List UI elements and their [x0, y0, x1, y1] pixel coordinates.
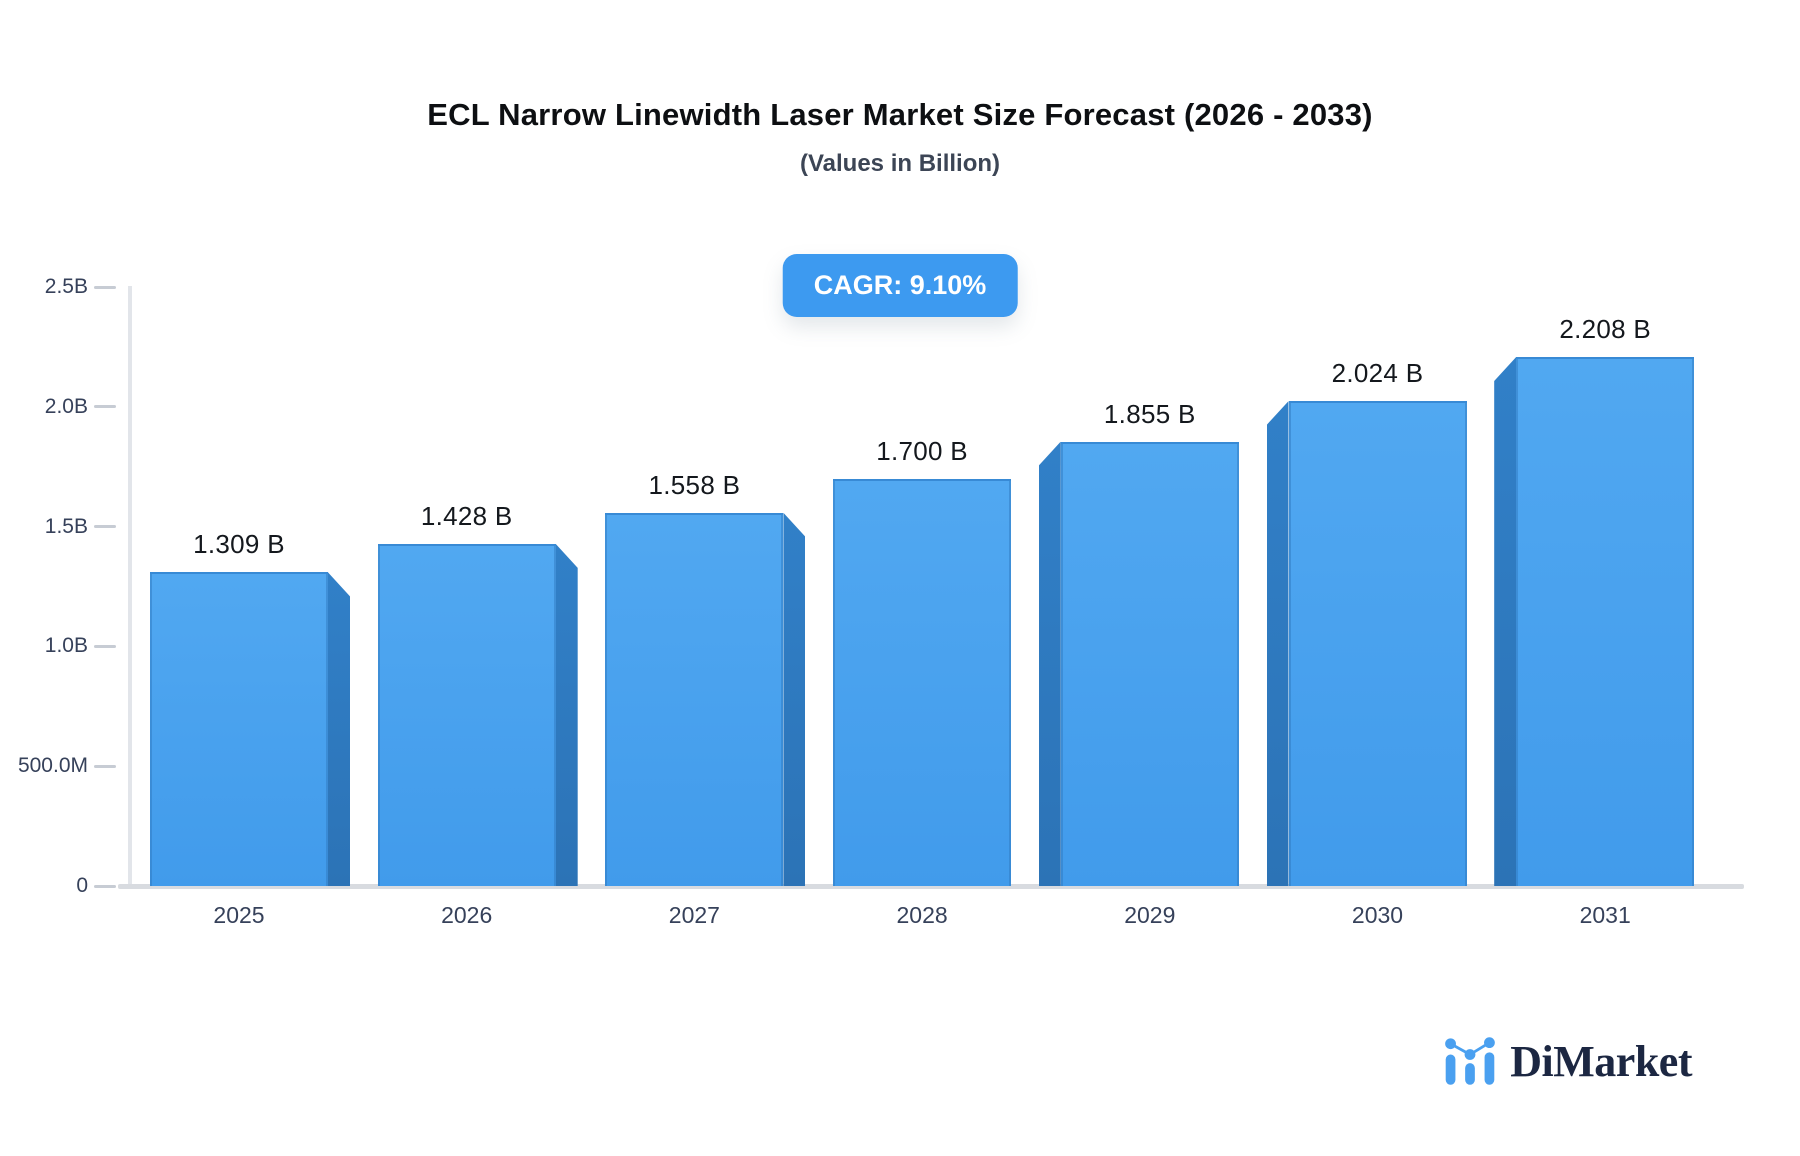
- bar-value-label-2030: 2.024 B: [1331, 358, 1424, 389]
- bar-2029: [1060, 441, 1239, 886]
- bar-2030-side-face: [1266, 401, 1289, 886]
- y-axis-tick-label: 0: [76, 874, 88, 897]
- y-axis-tick-label: 2.5B: [44, 275, 88, 298]
- bar-value-label-2028: 1.700 B: [876, 435, 968, 466]
- y-axis-line: [128, 286, 132, 887]
- bar-value-label-2025: 1.309 B: [193, 529, 285, 560]
- bar-value-label-2026: 1.428 B: [420, 500, 513, 531]
- bar-2027-side-face: [783, 512, 806, 886]
- bar-value-label-2027: 1.558 B: [648, 469, 741, 500]
- y-axis-tick-mark: [94, 285, 116, 289]
- y-axis-tick-mark: [94, 644, 116, 648]
- bar-value-label-2031: 2.208 B: [1559, 313, 1652, 344]
- bar-2030: [1288, 401, 1467, 886]
- bar-2027: [605, 512, 784, 886]
- bar-2025-side-face: [328, 572, 350, 886]
- bar-2028: [833, 478, 1012, 886]
- dimarket-logo-text: DiMarket: [1510, 1036, 1692, 1086]
- x-axis-label-2026: 2026: [441, 902, 493, 928]
- cagr-badge: CAGR: 9.10%: [782, 254, 1018, 317]
- bar-2026-side-face: [555, 543, 578, 886]
- y-axis-tick-label: 2.0B: [44, 394, 88, 418]
- bar-2031: [1516, 356, 1695, 886]
- bar-line-chart-logo-icon: [1445, 1037, 1496, 1085]
- bar-2031-side-face: [1494, 356, 1517, 886]
- y-axis-tick-label: 1.0B: [44, 634, 88, 658]
- y-axis-tick-label: 500.0M: [17, 754, 88, 778]
- x-axis-label-2029: 2029: [1124, 902, 1176, 928]
- y-axis-tick-mark: [94, 525, 116, 529]
- y-axis-tick-mark: [94, 405, 116, 409]
- chart-title: ECL Narrow Linewidth Laser Market Size F…: [427, 97, 1373, 132]
- y-axis-tick-mark: [94, 884, 116, 888]
- x-axis-label-2028: 2028: [896, 902, 948, 928]
- x-axis-label-2031: 2031: [1579, 902, 1631, 928]
- bar-2025: [150, 572, 328, 886]
- x-axis-line: [118, 884, 1744, 889]
- x-axis-label-2027: 2027: [668, 902, 720, 928]
- bar-2026: [377, 543, 556, 886]
- x-axis-label-2030: 2030: [1351, 902, 1404, 928]
- y-axis-tick-label: 1.5B: [44, 514, 88, 538]
- x-axis-label-2025: 2025: [213, 902, 265, 928]
- bar-value-label-2029: 1.855 B: [1103, 398, 1196, 429]
- y-axis-tick-mark: [94, 764, 116, 768]
- dimarket-logo: DiMarket: [1443, 1034, 1692, 1088]
- chart-subtitle: (Values in Billion): [799, 150, 1001, 177]
- bar-2029-side-face: [1038, 441, 1061, 886]
